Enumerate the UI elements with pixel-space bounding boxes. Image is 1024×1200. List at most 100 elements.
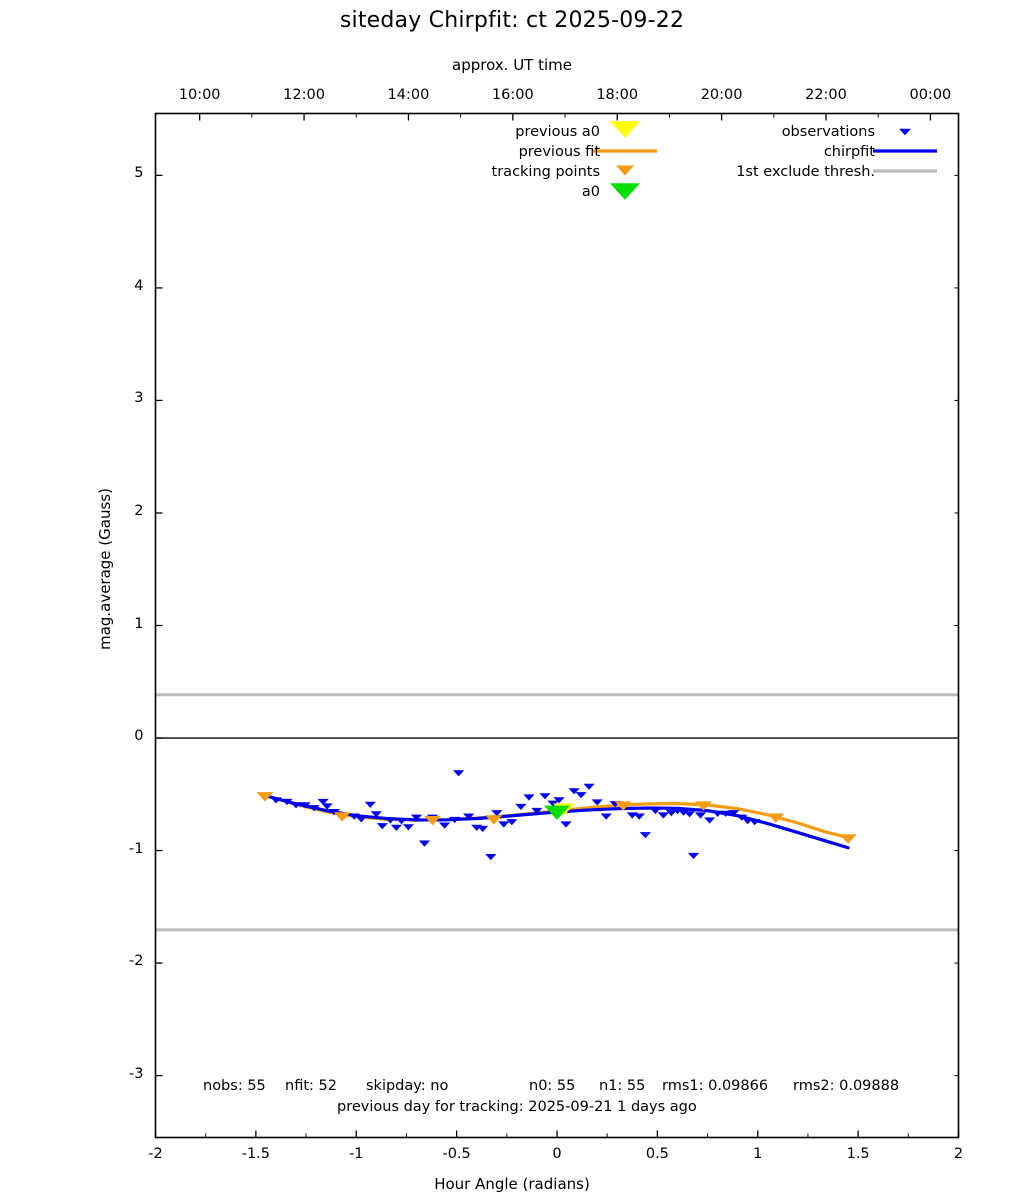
tracking-point — [256, 792, 274, 802]
observation-point — [317, 798, 329, 806]
observation-point — [321, 803, 333, 810]
observation-point — [583, 783, 595, 790]
observation-point — [463, 813, 475, 820]
y-tick-label: -1 — [129, 840, 144, 857]
tracking-point — [333, 812, 351, 822]
legend-label-previous-a0: previous a0 — [515, 124, 600, 140]
observation-point — [694, 812, 707, 819]
y-tick-label: -3 — [129, 1065, 144, 1082]
x-tick-label: 1.5 — [846, 1145, 870, 1162]
observation-point — [270, 797, 282, 804]
top-axis-title: approx. UT time — [452, 56, 572, 74]
observation-point — [712, 810, 724, 817]
observation-point — [575, 792, 587, 799]
observation-point — [531, 807, 543, 815]
observation-point — [402, 824, 414, 831]
top-tick-label: 22:00 — [805, 86, 847, 103]
previous-day-tracking-note: previous day for tracking: 2025-09-21 1 … — [337, 1099, 697, 1115]
legend-label-previous-fit: previous fit — [518, 144, 600, 160]
observation-point — [376, 823, 388, 830]
chirpfit-curve — [263, 794, 850, 850]
observation-point — [477, 825, 489, 833]
x-axis-title: Hour Angle (radians) — [434, 1175, 590, 1193]
stat-item: rms1: 0.09866 — [662, 1078, 769, 1094]
observation-point — [720, 810, 732, 817]
observation-point — [439, 822, 451, 829]
observation-point — [649, 807, 661, 815]
y-tick-label: 2 — [134, 502, 144, 519]
legend-marker-a0 — [610, 183, 640, 200]
x-tick-label: 0.5 — [645, 1145, 669, 1162]
observation-point — [600, 813, 612, 820]
observation-point — [639, 832, 651, 839]
tracking-point — [485, 815, 503, 825]
stat-item: n1: 55 — [599, 1078, 646, 1094]
observation-point — [560, 821, 572, 828]
observation-point — [665, 810, 677, 817]
stat-item: rms2: 0.09888 — [793, 1078, 900, 1094]
observation-point — [677, 809, 690, 816]
x-tick-label: -2 — [148, 1145, 163, 1162]
observation-point — [370, 811, 382, 818]
tracking-point — [839, 834, 857, 844]
observation-point — [281, 798, 293, 806]
top-tick-label: 16:00 — [491, 86, 534, 103]
a0-marker — [544, 805, 570, 820]
x-tick-label: -1 — [349, 1145, 364, 1162]
observation-point — [290, 802, 302, 809]
legend-label-chirpfit: chirpfit — [823, 144, 875, 160]
observation-point — [633, 813, 645, 820]
observation-point — [418, 840, 431, 847]
observation-point — [553, 797, 565, 804]
top-tick-label: 12:00 — [283, 86, 325, 103]
observation-point — [498, 821, 510, 828]
x-tick-label: 1 — [753, 1145, 763, 1162]
y-tick-label: 1 — [134, 615, 144, 632]
observation-point — [568, 788, 580, 795]
observation-point — [523, 794, 535, 801]
plot-frame — [154, 112, 960, 1139]
observation-point — [687, 852, 700, 860]
observation-point — [506, 819, 518, 826]
observation-point — [728, 810, 740, 817]
top-tick-label: 14:00 — [387, 86, 430, 103]
observation-point — [308, 805, 320, 812]
tracking-point — [695, 801, 712, 811]
observation-point — [328, 809, 340, 816]
y-axis-title: mag.average (Gauss) — [96, 488, 114, 650]
observation-point — [749, 819, 761, 826]
stat-item: nfit: 52 — [285, 1078, 337, 1094]
observation-point — [390, 824, 402, 831]
legend-label-a0: a0 — [581, 184, 600, 200]
legend-label-observations: observations — [781, 124, 875, 140]
observation-point — [539, 793, 551, 800]
top-tick-label: 18:00 — [596, 86, 639, 103]
page-title: siteday Chirpfit: ct 2025-09-22 — [339, 8, 685, 33]
observation-point — [736, 814, 748, 821]
observation-point — [364, 801, 376, 808]
y-tick-label: -2 — [129, 953, 144, 970]
observation-point — [395, 818, 407, 825]
y-tick-label: 5 — [134, 165, 144, 182]
top-tick-label: 00:00 — [909, 86, 952, 103]
observation-point — [485, 854, 497, 861]
observation-point — [683, 811, 696, 818]
y-tick-label: 3 — [134, 390, 144, 407]
observation-point — [410, 814, 423, 821]
x-tick-label: 2 — [953, 1145, 964, 1162]
stat-item: nobs: 55 — [203, 1078, 266, 1094]
x-tick-label: -0.5 — [442, 1145, 471, 1162]
observation-point — [671, 807, 684, 815]
x-tick-label: 0 — [552, 1145, 562, 1162]
y-tick-label: 0 — [134, 728, 144, 745]
legend-marker-observations — [899, 128, 911, 136]
observation-point — [515, 803, 527, 811]
tracking-point — [767, 813, 785, 823]
top-tick-label: 20:00 — [700, 86, 743, 103]
legend-label-1st-exclude-thresh-: 1st exclude thresh. — [736, 164, 875, 180]
observation-point — [384, 817, 396, 824]
legend-marker-tracking-points — [616, 165, 634, 176]
observation-point — [491, 810, 503, 817]
